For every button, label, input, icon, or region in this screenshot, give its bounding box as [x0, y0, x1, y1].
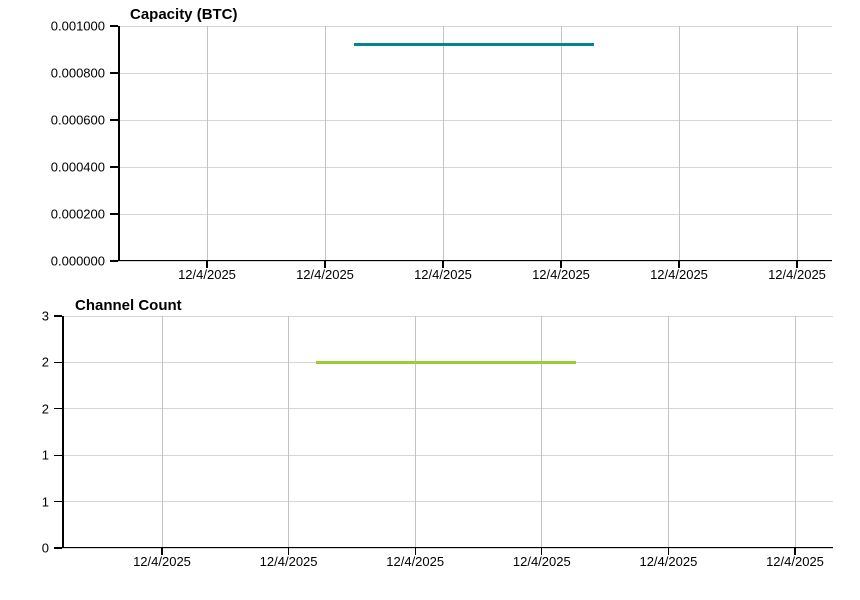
- y-gridline: [62, 315, 833, 317]
- x-tick-mark: [560, 261, 562, 268]
- x-tick-label: 12/4/2025: [386, 554, 445, 569]
- x-gridline: [796, 26, 798, 261]
- x-gridline: [678, 26, 680, 261]
- x-gridline: [206, 26, 208, 261]
- y-gridline: [118, 166, 832, 168]
- y-tick-mark: [54, 454, 62, 456]
- y-gridline: [62, 454, 833, 456]
- x-tick-mark: [667, 548, 670, 555]
- capacity-plot-area: 0.001000 0.000800 0.000600 0.000400 0.000200…: [51, 20, 832, 281]
- x-tick-mark: [678, 261, 680, 268]
- y-tick-label: 2: [41, 354, 49, 370]
- x-tick-label: 12/4/2025: [178, 267, 236, 282]
- y-tick-mark: [110, 166, 118, 168]
- y-tick-mark: [54, 408, 62, 410]
- channel-count-plot-area: 3 2 2 1 1 0 12/4/2025 12/4/2025 12/4/2025 12/4/20…: [42, 310, 833, 568]
- x-tick-label: 12/4/2025: [414, 267, 472, 282]
- y-tick-label: 3: [41, 308, 49, 324]
- x-gridline: [324, 26, 326, 261]
- x-tick-mark: [161, 548, 163, 555]
- y-tick-label: 2: [41, 401, 49, 417]
- x-tick-label: 12/4/2025: [133, 554, 191, 569]
- y-tick-mark: [110, 213, 118, 215]
- y-tick-label: 0.000400: [50, 159, 105, 175]
- x-tick-label: 12/4/2025: [512, 554, 571, 569]
- x-axis-line: [62, 546, 833, 548]
- x-tick-label: 12/4/2025: [532, 267, 590, 282]
- x-gridline: [288, 316, 290, 548]
- x-tick-label: 12/4/2025: [650, 267, 708, 282]
- y-tick-label: 0.000800: [50, 65, 105, 81]
- y-tick-label: 0.001000: [50, 18, 105, 34]
- y-tick-mark: [110, 72, 118, 74]
- x-gridline: [667, 316, 669, 548]
- x-tick-mark: [414, 548, 416, 555]
- y-gridline: [62, 408, 833, 410]
- y-tick-label: 0.000600: [50, 112, 105, 128]
- y-tick-mark: [54, 315, 62, 317]
- y-tick-mark: [54, 500, 62, 503]
- x-gridline: [560, 26, 562, 261]
- x-tick-mark: [442, 261, 444, 268]
- x-tick-label: 12/4/2025: [259, 554, 318, 569]
- y-gridline: [118, 25, 832, 27]
- y-tick-mark: [110, 260, 118, 262]
- y-gridline: [62, 501, 833, 503]
- x-tick-mark: [287, 548, 290, 555]
- y-tick-mark: [110, 25, 118, 27]
- x-axis-line: [118, 259, 832, 261]
- y-tick-label: 1: [41, 447, 49, 463]
- channel-count-series-line: [316, 360, 577, 364]
- y-tick-mark: [54, 361, 62, 364]
- capacity-chart-title: Capacity (BTC): [130, 6, 238, 23]
- y-tick-label: 0.000000: [50, 253, 105, 269]
- y-tick-label: 0.000200: [50, 206, 105, 222]
- y-gridline: [118, 213, 832, 215]
- x-tick-mark: [206, 261, 208, 268]
- x-tick-label: 12/4/2025: [766, 554, 824, 569]
- x-tick-mark: [541, 548, 543, 555]
- x-tick-mark: [796, 261, 798, 268]
- x-gridline: [541, 316, 543, 548]
- x-gridline: [794, 316, 796, 548]
- x-tick-label: 12/4/2025: [639, 554, 698, 569]
- x-gridline: [161, 316, 163, 548]
- y-tick-mark: [110, 119, 118, 121]
- channel-count-chart-title: Channel Count: [75, 297, 182, 314]
- y-gridline: [118, 119, 832, 121]
- y-tick-mark: [54, 547, 62, 549]
- x-tick-label: 12/4/2025: [768, 267, 826, 282]
- y-gridline: [118, 72, 832, 74]
- y-axis-line: [62, 316, 64, 548]
- y-tick-label: 0: [41, 540, 49, 556]
- x-tick-mark: [324, 261, 326, 268]
- y-gridline: [118, 260, 832, 262]
- y-tick-label: 1: [41, 494, 49, 510]
- x-gridline: [414, 316, 416, 548]
- x-gridline: [442, 26, 444, 261]
- x-tick-mark: [794, 548, 796, 555]
- y-axis-line: [118, 26, 120, 261]
- y-gridline: [62, 547, 833, 549]
- capacity-btc-series-line: [353, 43, 595, 47]
- x-tick-label: 12/4/2025: [296, 267, 354, 282]
